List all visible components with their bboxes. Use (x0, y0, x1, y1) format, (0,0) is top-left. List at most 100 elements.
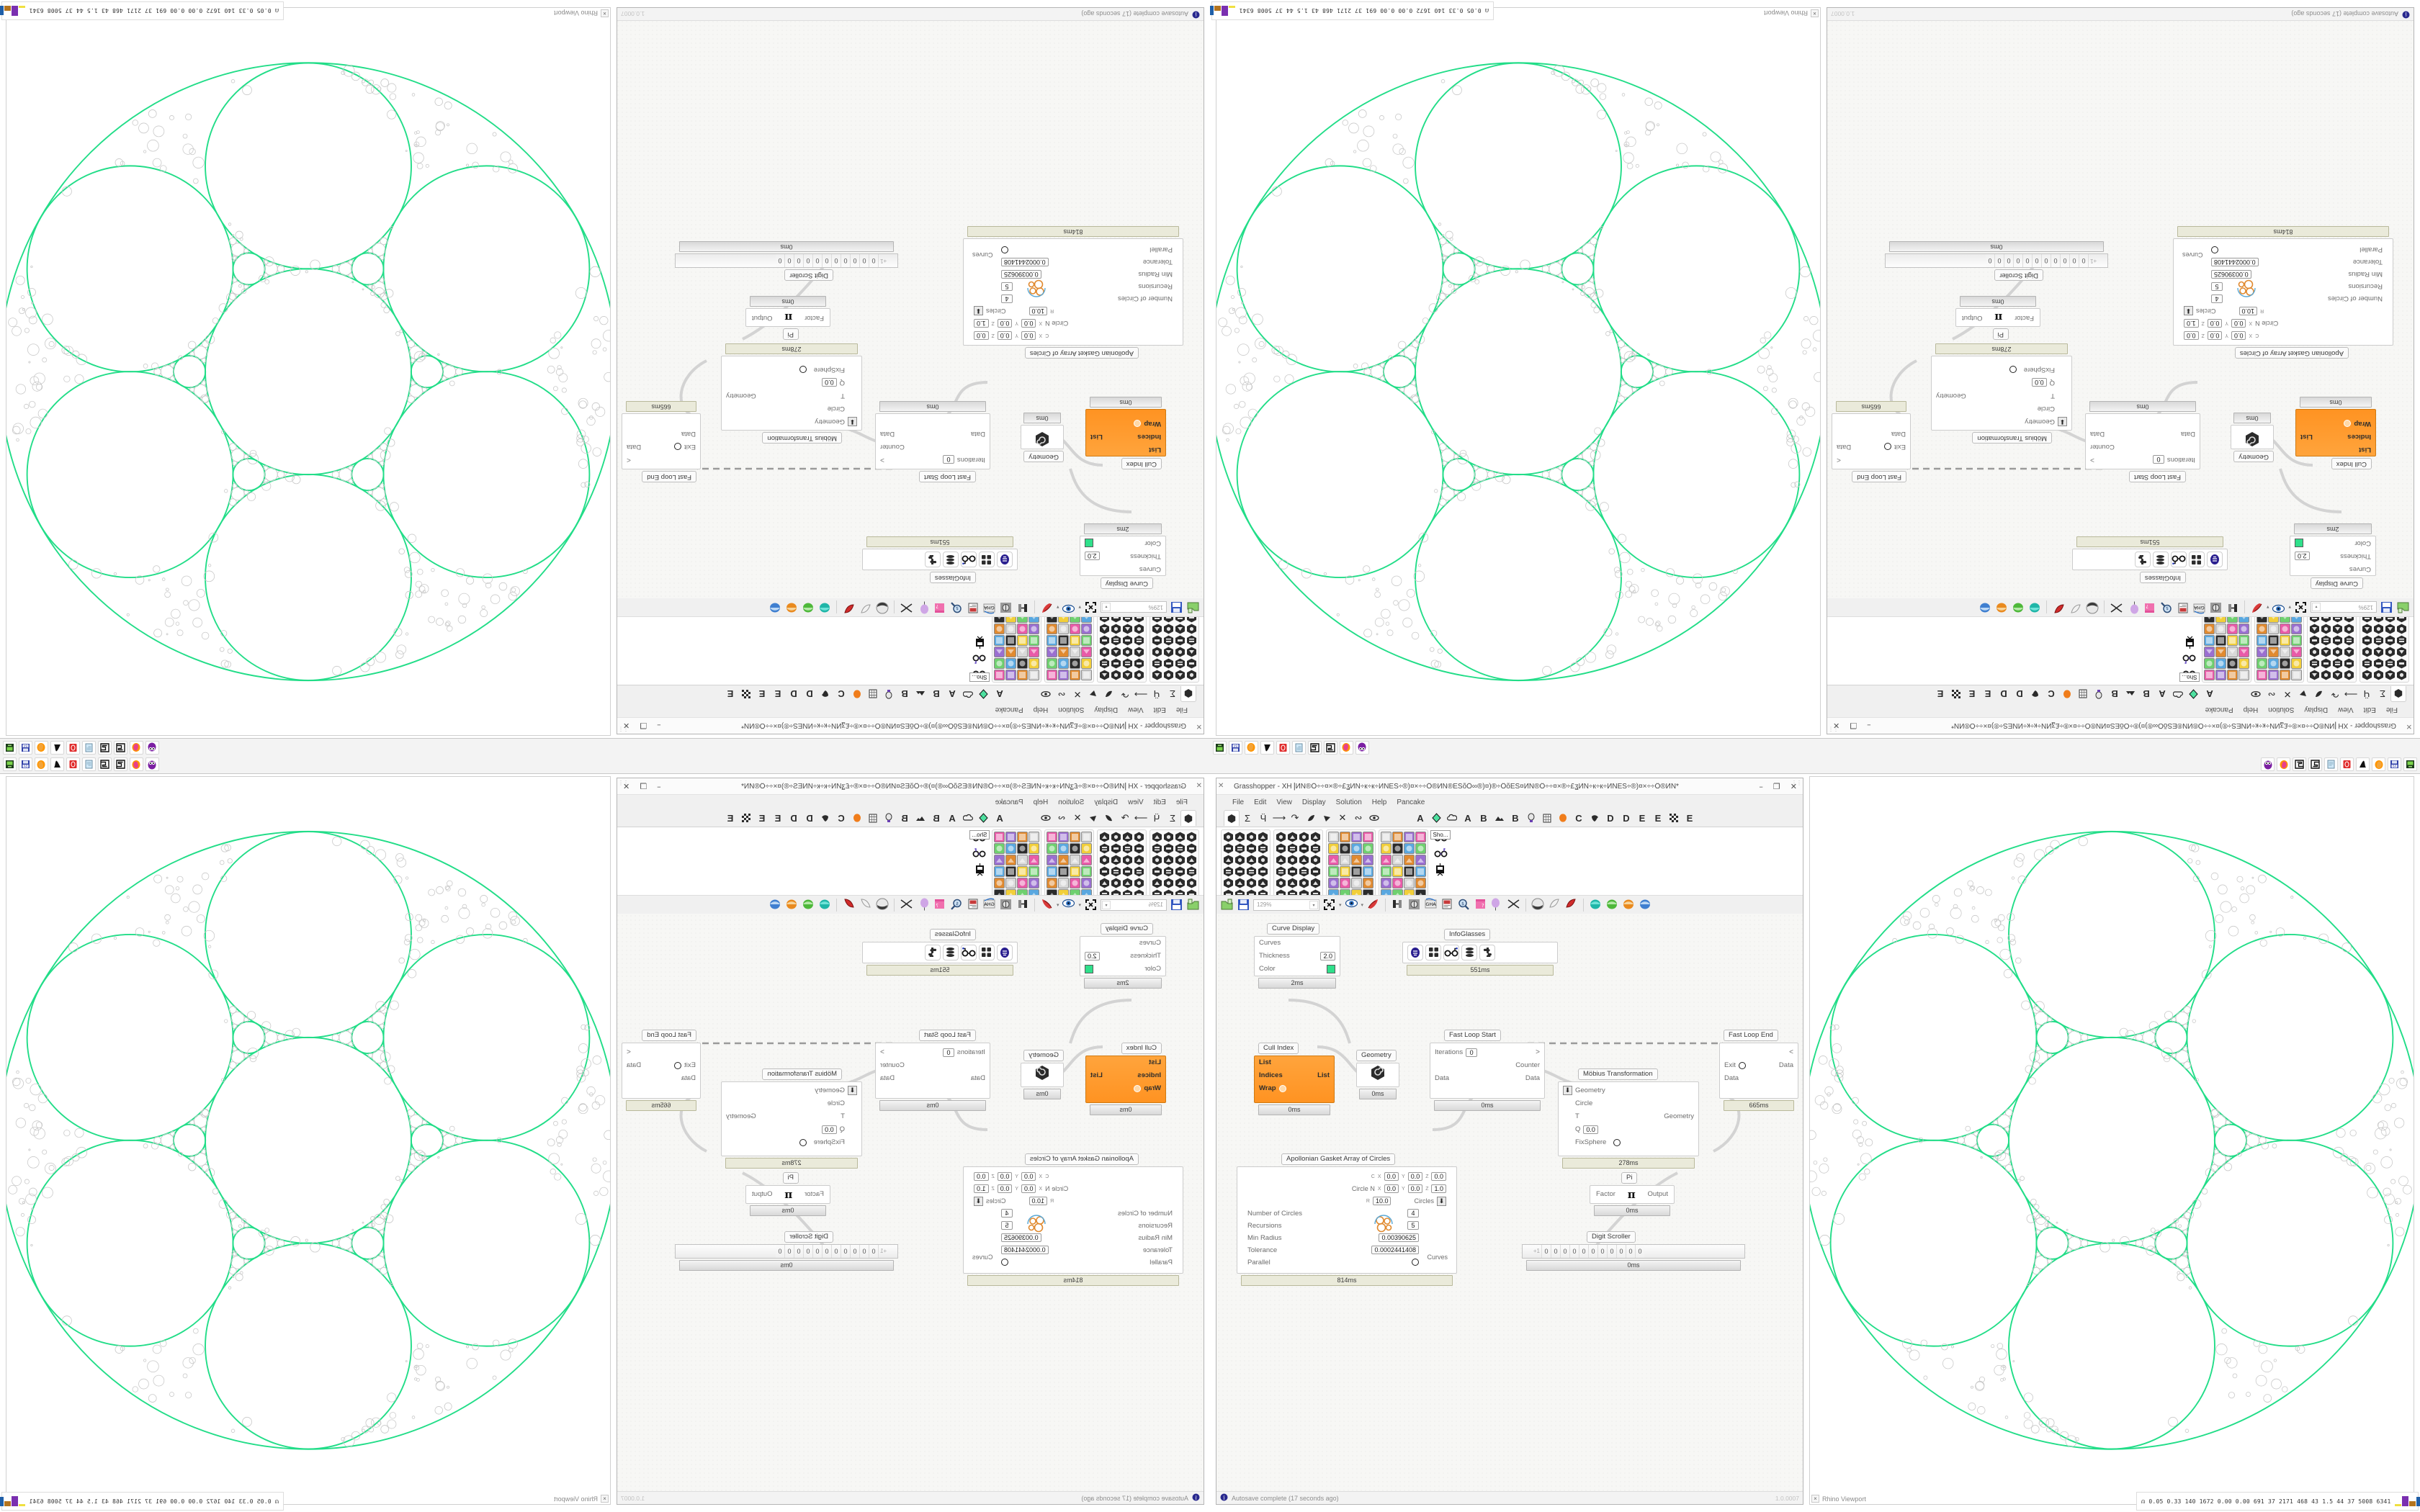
component-icon[interactable] (1175, 866, 1186, 877)
n-z-value[interactable]: 1.0 (1431, 1184, 1446, 1193)
node-geometry-param[interactable]: Geometry 0ms (1021, 1048, 1064, 1099)
chevron-down-icon[interactable]: ▾ (2312, 603, 2321, 612)
component-icon[interactable] (1152, 866, 1162, 877)
tab-maths-sigma-icon[interactable]: Σ (1244, 812, 1251, 824)
component-icon[interactable] (1028, 878, 1039, 888)
balloon-icon[interactable] (2126, 600, 2140, 614)
port-thickness[interactable]: Thickness (1130, 952, 1161, 960)
component-icon[interactable] (1070, 658, 1080, 669)
digit-cell[interactable]: 0 (2061, 254, 2070, 268)
port-list-in[interactable]: List (1259, 1058, 1271, 1066)
digit-cell[interactable]: 0 (794, 1244, 804, 1258)
n-x-value[interactable]: 0.0 (1021, 1184, 1036, 1193)
node-body-fast-loop-end[interactable]: < Exit Data Data (622, 413, 701, 470)
save-file-icon[interactable] (1237, 898, 1250, 912)
digit-cell[interactable]: 0 (1560, 1244, 1569, 1258)
c-y-value[interactable]: 0.0 (997, 331, 1013, 340)
menu-item-file[interactable]: File (2385, 706, 2398, 714)
component-icon[interactable] (1122, 855, 1133, 865)
q-value[interactable]: 0.0 (822, 1125, 837, 1134)
view-teal-icon[interactable] (2027, 600, 2041, 614)
ribbon-primitive-icons[interactable] (1098, 611, 1146, 682)
close-icon[interactable]: × (1811, 1495, 1819, 1503)
component-icon[interactable] (1276, 832, 1286, 842)
component-icon[interactable] (1363, 843, 1373, 854)
sketch-icon[interactable] (900, 898, 913, 912)
sign-field[interactable]: +1 (880, 258, 887, 264)
output-geometry[interactable]: Geometry (726, 1112, 756, 1120)
component-icon[interactable] (1276, 878, 1286, 888)
outer-close-icon[interactable]: ✕ (1196, 782, 1202, 790)
maximize-button[interactable]: ❐ (640, 721, 647, 731)
ribbon-geometry-icons[interactable] (1222, 830, 1270, 901)
component-icon[interactable] (2362, 647, 2372, 657)
tab-params-icon[interactable] (2390, 686, 2406, 702)
port-tolerance[interactable]: Tolerance (1142, 1246, 1173, 1254)
component-icon[interactable] (1381, 843, 1392, 854)
component-icon[interactable] (1028, 843, 1039, 854)
tab-plugin-a2[interactable]: A (1464, 812, 1471, 824)
component-icon[interactable] (1017, 843, 1028, 854)
menu-item-solution[interactable]: Solution (1335, 798, 1362, 806)
ribbon-geometry-icons[interactable] (2360, 611, 2408, 682)
node-body-infoglasses[interactable] (862, 549, 1018, 571)
stack-icon[interactable] (2153, 552, 2169, 568)
mountain-icon[interactable] (913, 810, 928, 826)
owl-icon[interactable] (145, 757, 159, 771)
component-icon[interactable] (2396, 624, 2407, 634)
gha-assembly-icon[interactable]: GHA (2192, 600, 2206, 614)
component-tab-strip[interactable]: Σ Ӵ ⟶ ↷ ✕ ∾ A A B B C D D E E (617, 809, 1204, 827)
graft-down-icon[interactable]: ⬇ (974, 306, 983, 316)
component-icon[interactable] (1299, 878, 1309, 888)
component-icon[interactable] (2332, 624, 2343, 634)
zoom-level-input[interactable]: 129% ▾ (1101, 899, 1167, 911)
component-icon[interactable] (1186, 832, 1197, 842)
tab-vector-arrow-icon[interactable]: ⟶ (2344, 689, 2358, 700)
component-icon[interactable] (1310, 843, 1321, 854)
node-body-mobius[interactable]: ⬇ Geometry Circle T Geometry Q 0.0 FixSp… (1931, 356, 2072, 431)
port-iterations[interactable]: Iterations (956, 1048, 985, 1056)
node-body-geometry[interactable] (2231, 425, 2274, 450)
outer-close-icon[interactable]: ✕ (2406, 722, 2412, 730)
port-geometry[interactable]: Geometry (815, 418, 845, 426)
component-icon[interactable] (2362, 635, 2372, 646)
tab-plugin-d[interactable]: D (806, 688, 813, 700)
port-list-out[interactable]: List (1317, 1071, 1330, 1079)
tab-display-eye-icon[interactable] (2248, 686, 2264, 702)
component-icon[interactable] (994, 624, 1005, 634)
component-icon[interactable] (1234, 832, 1245, 842)
chevron-down-icon[interactable]: ▾ (1102, 603, 1111, 612)
component-icon[interactable] (1058, 647, 1069, 657)
port-t[interactable]: T (841, 1112, 845, 1120)
node-body-digit-scroller[interactable]: +1 0 0 0 0 0 0 0 0 0 0 0 (675, 253, 898, 269)
color-swatch[interactable] (1085, 964, 1093, 973)
grid-icon[interactable] (1539, 810, 1555, 826)
grid-squares-icon[interactable] (979, 944, 995, 960)
profiler-icon[interactable] (1391, 898, 1404, 912)
graft-down-icon[interactable]: ⬇ (1437, 1196, 1446, 1206)
shade-red-icon[interactable] (842, 600, 856, 614)
component-icon[interactable] (1028, 670, 1039, 680)
node-geometry-param[interactable]: Geometry 0ms (1021, 413, 1064, 465)
outer-close-icon[interactable]: ✕ (1218, 782, 1224, 790)
component-icon[interactable] (1258, 832, 1268, 842)
mountain-icon[interactable] (1492, 810, 1507, 826)
digit-cell[interactable]: 0 (2070, 254, 2079, 268)
component-icon[interactable] (1186, 624, 1197, 634)
view-green-icon[interactable] (801, 898, 815, 912)
view-blue-icon[interactable] (1639, 898, 1652, 912)
owl-icon[interactable] (145, 741, 159, 755)
output-data[interactable]: Data (880, 430, 895, 438)
component-icon[interactable] (1175, 635, 1186, 646)
label-circle-n[interactable]: Circle N (1351, 1185, 1375, 1192)
tab-params-icon[interactable] (1224, 810, 1240, 826)
tab-surface-icon[interactable] (1303, 810, 1319, 826)
component-icon[interactable] (2396, 658, 2407, 669)
rhino-viewport[interactable]: × Rhino Viewport ▲ Top (1216, 7, 1821, 736)
digit-cell[interactable]: 0 (1551, 1244, 1560, 1258)
save-file-icon[interactable] (2380, 600, 2393, 614)
component-icon[interactable] (1005, 866, 1016, 877)
rhino-viewport[interactable]: × Rhino Viewport ▲ Top (6, 7, 611, 736)
node-body-pi[interactable]: Factor π Output (1955, 308, 2040, 328)
menu-item-edit[interactable]: Edit (1153, 798, 1166, 806)
